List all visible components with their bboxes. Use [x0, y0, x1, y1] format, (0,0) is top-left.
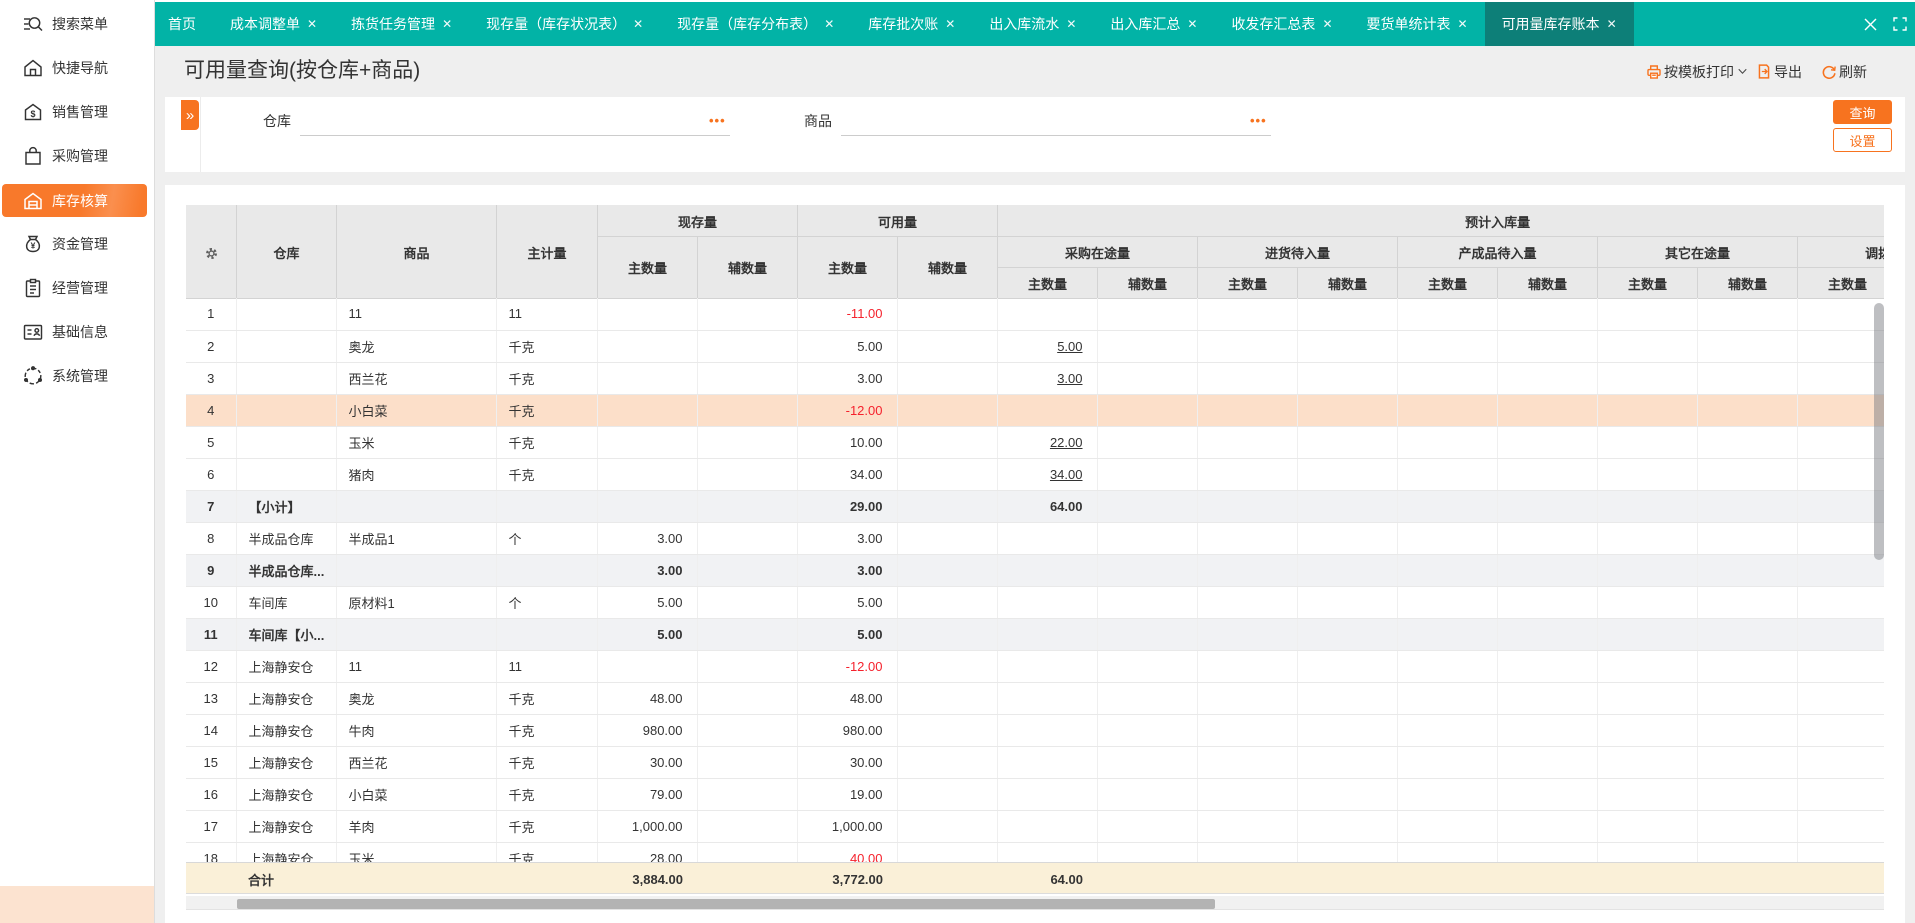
svg-text:¥: ¥: [31, 241, 36, 251]
svg-text:$: $: [30, 109, 35, 119]
